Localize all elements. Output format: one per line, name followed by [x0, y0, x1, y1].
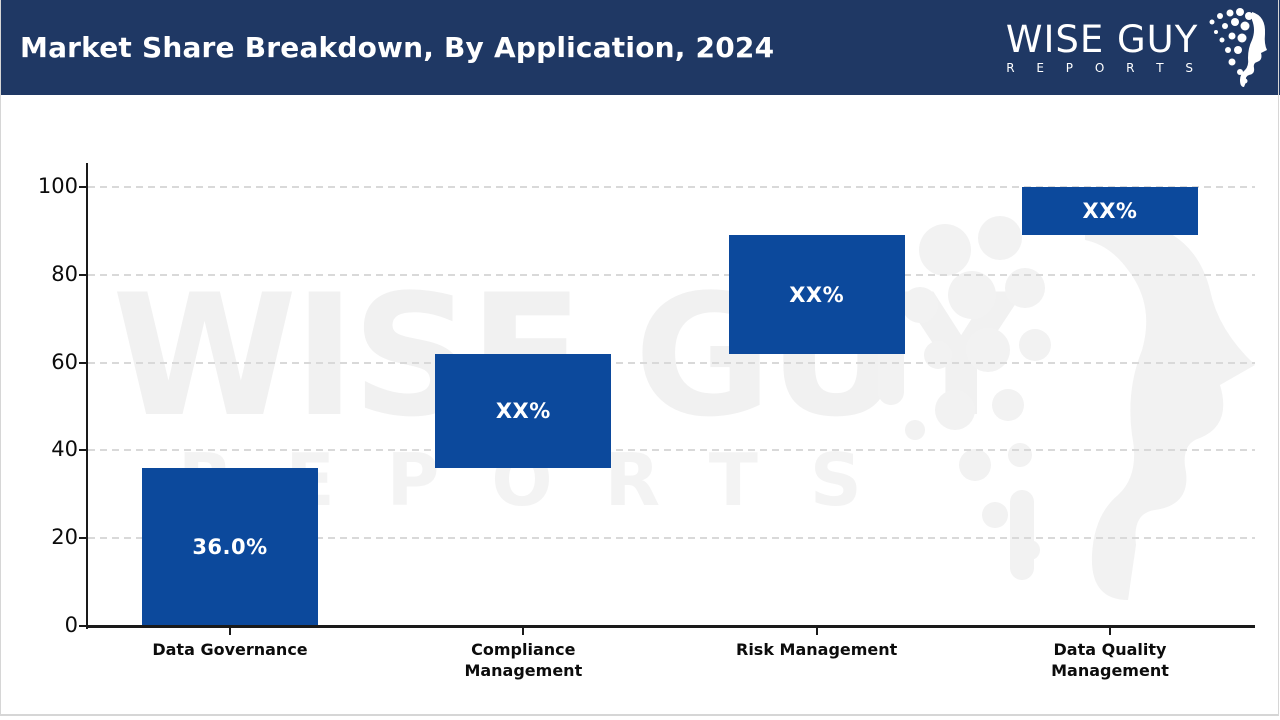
y-tick-mark — [79, 625, 87, 627]
x-category-label-line: Management — [1051, 661, 1169, 680]
y-axis-line — [86, 163, 88, 629]
bar-value-label: XX% — [495, 398, 551, 423]
x-category-label: Compliance Management — [393, 639, 653, 681]
x-category-label: Data Quality Management — [980, 639, 1240, 681]
bar: XX% — [435, 353, 612, 468]
wise-guy-logo: WISE GUY R E P O R T S — [1002, 7, 1280, 88]
x-tick-mark — [522, 628, 525, 635]
x-category-label-line: Management — [464, 661, 583, 680]
x-category-label-line: Risk Management — [736, 640, 898, 659]
logo-head-icon — [1209, 7, 1267, 87]
y-tick-label: 20 — [51, 525, 78, 550]
x-category-label-line: Data Governance — [152, 640, 308, 659]
logo-wordmark: WISE GUY — [1005, 17, 1199, 61]
y-tick-label: 0 — [64, 613, 78, 637]
bar-value-label: XX% — [1082, 199, 1138, 224]
bar-value-label: XX% — [789, 282, 845, 307]
gridline — [88, 537, 1255, 540]
y-tick-label: 100 — [37, 174, 78, 198]
y-tick-mark — [79, 449, 87, 452]
bar-value-label: 36.0% — [192, 534, 268, 559]
logo-text: WISE GUY R E P O R T S — [1002, 21, 1202, 75]
header-bar: Market Share Breakdown, By Application, … — [0, 0, 1280, 95]
bar: 36.0% — [142, 467, 318, 626]
y-tick-mark — [79, 186, 87, 188]
page-title: Market Share Breakdown, By Application, … — [20, 31, 775, 64]
x-category-label: Data Governance — [100, 639, 360, 660]
watermark-head-icon — [878, 216, 1255, 600]
y-tick-mark — [79, 273, 87, 276]
bar: XX% — [728, 235, 905, 354]
x-tick-mark — [1108, 628, 1111, 635]
x-tick-mark — [815, 628, 818, 635]
x-category-label-line: Compliance — [471, 640, 576, 659]
x-category-label-line: Data Quality — [1053, 640, 1167, 659]
y-tick-mark — [79, 361, 87, 364]
y-tick-mark — [79, 537, 87, 540]
y-tick-label: 80 — [51, 261, 78, 286]
gridline — [88, 186, 1255, 188]
gridline — [88, 273, 1255, 276]
market-share-chart: 0 20 40 60 80 100 36.0% Data Governance XX% Compl… — [0, 95, 1280, 720]
gridline — [88, 449, 1255, 452]
gridline — [88, 361, 1255, 364]
y-tick-label: 40 — [51, 437, 78, 462]
x-tick-mark — [229, 628, 231, 635]
logo-subtitle: R E P O R T S — [1006, 60, 1202, 75]
x-category-label: Risk Management — [687, 639, 947, 660]
bar: XX% — [1021, 187, 1198, 236]
x-axis-line — [86, 625, 1255, 628]
y-tick-label: 60 — [51, 349, 78, 374]
